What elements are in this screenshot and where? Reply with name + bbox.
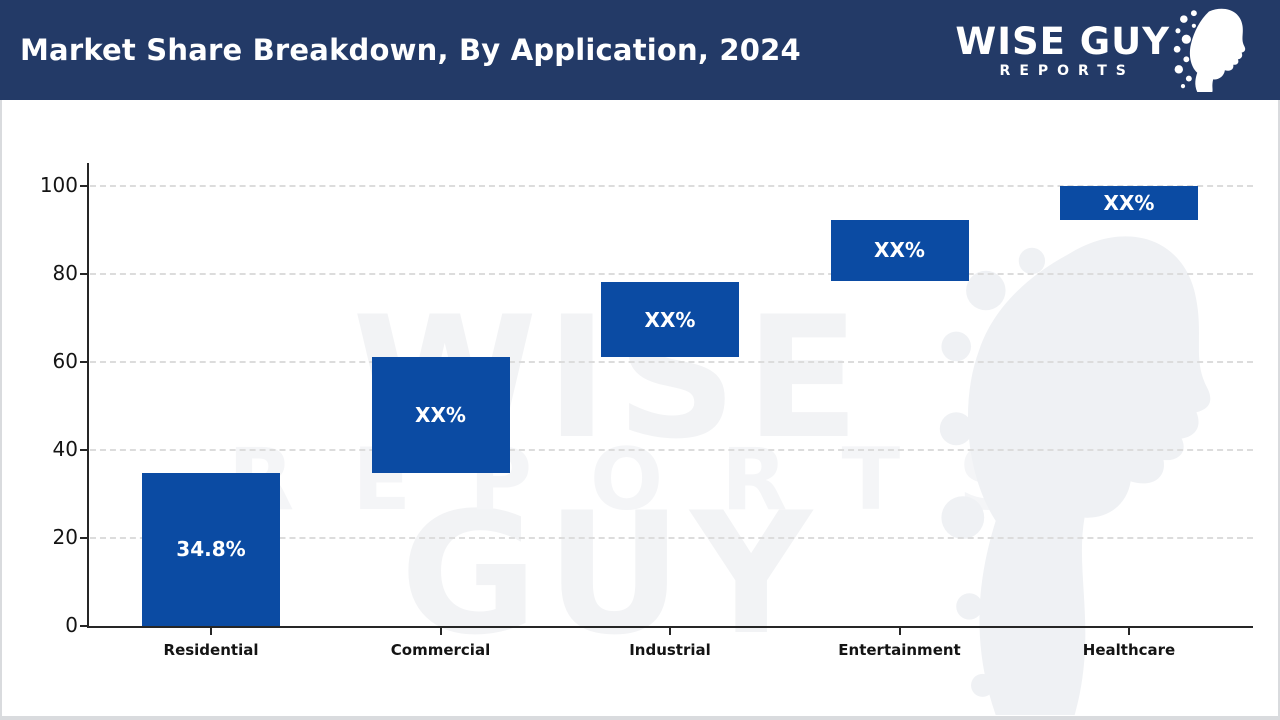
bar-value-label: XX% (1103, 190, 1155, 215)
y-tick-label: 20 (52, 525, 78, 549)
x-tick-label: Healthcare (1082, 641, 1176, 659)
y-tick-mark (80, 361, 88, 363)
y-gridline (90, 185, 1253, 187)
x-tick-label: Entertainment (838, 641, 961, 659)
x-tick-mark (1128, 628, 1130, 635)
bar-entertainment: XX% (830, 219, 969, 282)
watermark-reports: REPORTS (228, 430, 1079, 530)
bar-value-label: XX% (644, 307, 696, 332)
bar-healthcare: XX% (1060, 186, 1198, 220)
y-tick-label: 60 (52, 349, 78, 373)
chart-title: Market Share Breakdown, By Application, … (20, 33, 801, 67)
brand-logo: WISE GUY REPORTS (955, 4, 1256, 96)
y-tick-label: 80 (52, 261, 78, 285)
x-tick-mark (439, 628, 442, 635)
bar-industrial: XX% (601, 281, 739, 358)
y-gridline (90, 361, 1253, 363)
bar-value-label: XX% (874, 238, 925, 263)
bar-value-label: XX% (415, 403, 466, 428)
bar-value-label: 34.8% (176, 537, 246, 562)
y-tick-mark (80, 625, 88, 627)
y-gridline (90, 449, 1253, 451)
x-tick-mark (898, 628, 901, 635)
x-tick-label: Commercial (390, 641, 491, 659)
brand-wordmark: WISE GUY REPORTS (955, 23, 1170, 78)
bar-commercial: XX% (371, 357, 510, 473)
y-tick-mark (80, 273, 88, 275)
y-tick-label: 40 (52, 437, 78, 461)
brand-subtitle: REPORTS (999, 62, 1135, 79)
brand-name: WISE GUY (955, 19, 1170, 63)
x-tick-mark (669, 628, 671, 635)
x-tick-label: Industrial (629, 641, 711, 659)
x-axis-line (87, 626, 1253, 628)
y-tick-mark (80, 449, 88, 451)
watermark-head-silhouette (936, 205, 1266, 719)
x-tick-mark (210, 628, 212, 635)
y-axis-line (87, 163, 89, 628)
header-bar: Market Share Breakdown, By Application, … (0, 0, 1280, 100)
bar-residential: 34.8% (142, 472, 280, 626)
y-tick-mark (80, 537, 88, 539)
y-tick-label: 0 (65, 613, 78, 637)
y-gridline (90, 537, 1253, 539)
y-tick-label: 100 (39, 173, 78, 197)
y-tick-mark (80, 185, 88, 187)
head-silhouette-icon (1172, 4, 1256, 96)
x-tick-label: Residential (163, 641, 259, 659)
y-gridline (90, 273, 1253, 275)
